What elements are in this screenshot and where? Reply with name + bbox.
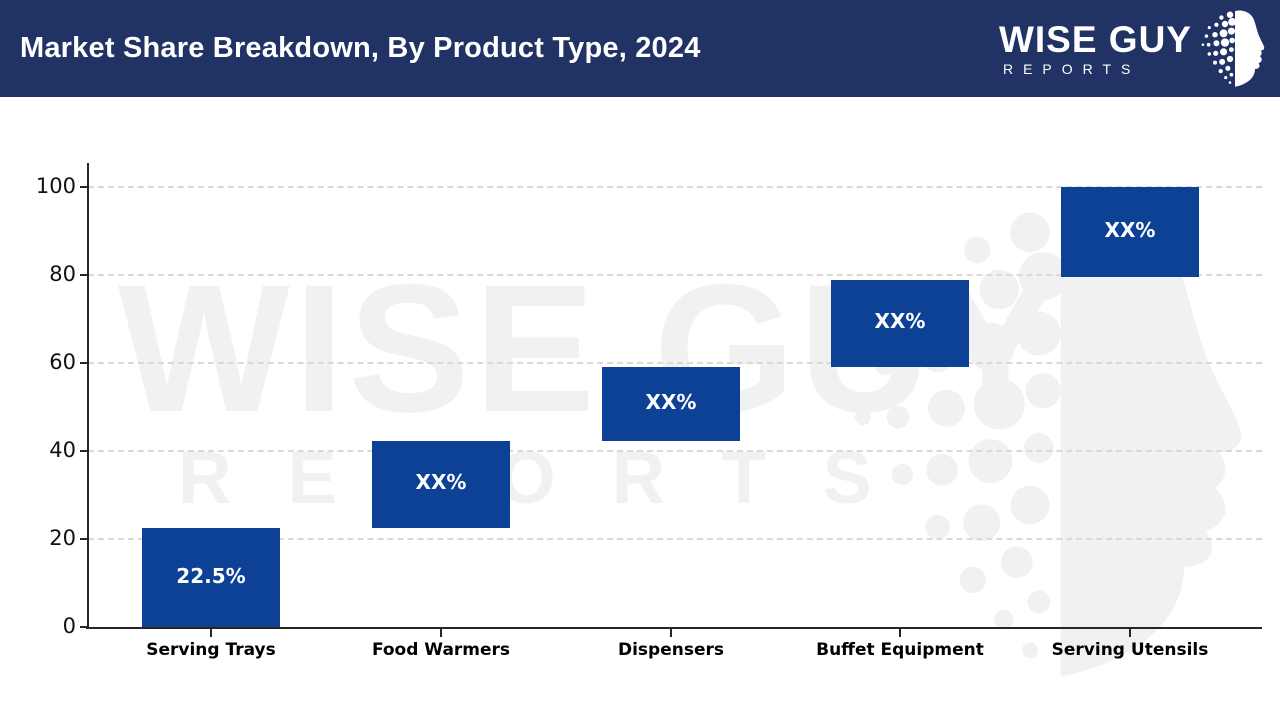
y-tick-mark bbox=[80, 626, 88, 628]
brand-logo-text: WISE GUY REPORTS bbox=[999, 21, 1192, 77]
bar-buffet-equipment bbox=[831, 279, 969, 367]
gridline-y-40 bbox=[88, 450, 1262, 452]
gridline-y-80 bbox=[88, 274, 1262, 276]
x-category-label-serving-trays: Serving Trays bbox=[146, 640, 276, 660]
y-tick-mark bbox=[80, 362, 88, 364]
x-category-label-dispensers: Dispensers bbox=[617, 640, 724, 660]
x-tick-mark bbox=[210, 629, 212, 637]
brand-name: WISE GUY bbox=[998, 18, 1192, 60]
y-tick-label: 60 bbox=[49, 350, 76, 374]
y-tick-mark bbox=[80, 538, 88, 540]
x-axis-line bbox=[86, 627, 1262, 629]
face-profile-dots-icon bbox=[1201, 10, 1265, 87]
x-tick-mark bbox=[899, 629, 901, 637]
header-bar: Market Share Breakdown, By Product Type,… bbox=[0, 0, 1280, 97]
bar-value-label-food-warmers: XX% bbox=[415, 470, 467, 495]
brand-subtitle: REPORTS bbox=[1002, 60, 1141, 77]
x-tick-mark bbox=[670, 629, 672, 637]
bar-dispensers bbox=[602, 366, 740, 441]
chart-canvas: WISE GUY REPORTS 0 20 40 60 80 100 22.5% Servin… bbox=[0, 97, 1280, 720]
y-tick-mark bbox=[80, 274, 88, 276]
bar-value-label-serving-utensils: XX% bbox=[1104, 217, 1156, 242]
brand-logo: WISE GUY REPORTS bbox=[999, 9, 1266, 89]
y-tick-mark bbox=[80, 186, 88, 188]
bar-value-label-serving-trays: 22.5% bbox=[176, 563, 246, 588]
gridline-y-20 bbox=[88, 538, 1262, 540]
y-tick-label: 80 bbox=[49, 262, 76, 286]
y-axis-line bbox=[87, 163, 89, 629]
y-tick-label: 0 bbox=[62, 614, 76, 638]
bar-serving-trays bbox=[142, 528, 280, 627]
gridline-y-60 bbox=[88, 362, 1262, 364]
page-title: Market Share Breakdown, By Product Type,… bbox=[20, 32, 701, 64]
y-tick-label: 100 bbox=[35, 174, 76, 198]
x-category-label-food-warmers: Food Warmers bbox=[371, 640, 511, 660]
bar-food-warmers bbox=[372, 440, 510, 528]
x-tick-mark bbox=[1129, 629, 1131, 637]
gridline-y-100 bbox=[88, 186, 1262, 188]
y-tick-label: 40 bbox=[49, 438, 76, 462]
x-category-label-buffet-equipment: Buffet Equipment bbox=[816, 640, 984, 660]
y-tick-mark bbox=[80, 450, 88, 452]
x-category-label-serving-utensils: Serving Utensils bbox=[1051, 640, 1209, 660]
bar-value-label-buffet-equipment: XX% bbox=[874, 309, 926, 334]
y-tick-label: 20 bbox=[49, 526, 76, 550]
x-tick-mark bbox=[440, 629, 442, 637]
bar-serving-utensils bbox=[1061, 186, 1199, 278]
watermark-text-line2: REPORTS bbox=[178, 436, 928, 519]
bar-value-label-dispensers: XX% bbox=[645, 389, 697, 414]
